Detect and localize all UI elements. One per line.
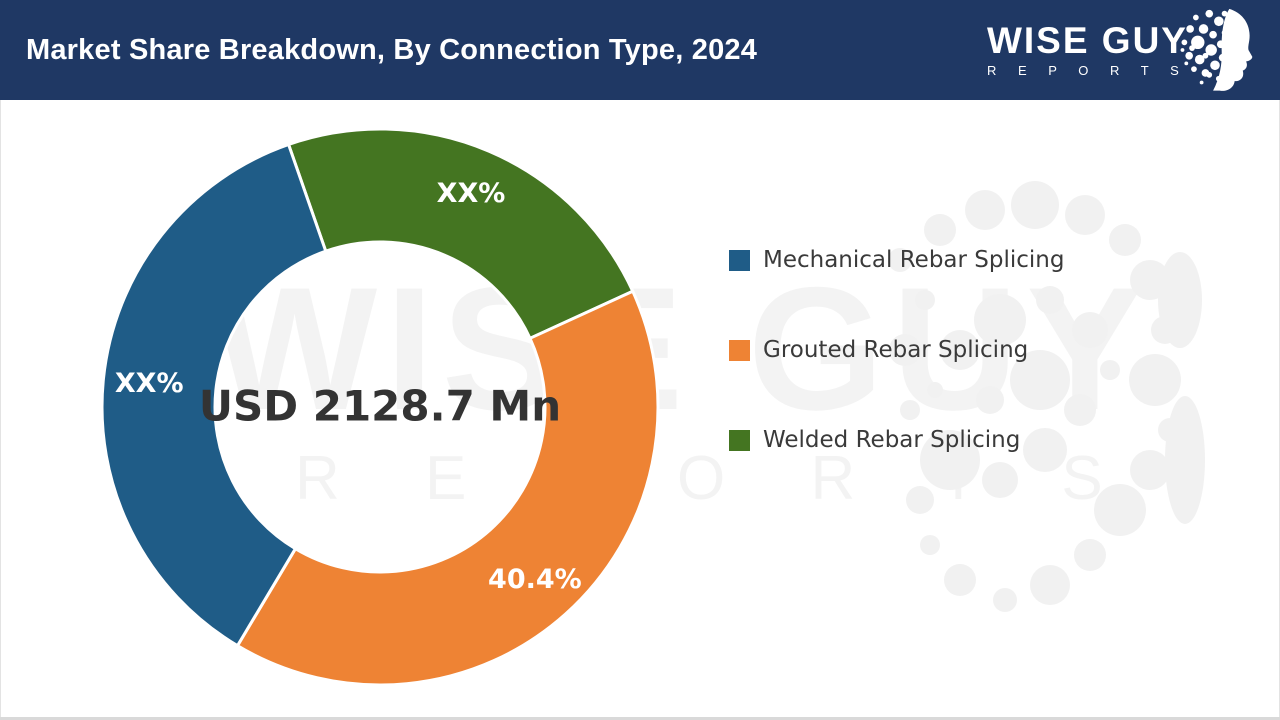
slice-data-label: XX% bbox=[437, 178, 506, 209]
header-bar: Market Share Breakdown, By Connection Ty… bbox=[0, 0, 1280, 100]
logo-face-icon bbox=[1180, 8, 1253, 91]
logo-wordmark: WISE GUY bbox=[986, 20, 1188, 61]
slice-mechanical-rebar-splicing bbox=[100, 142, 328, 648]
legend-label: Grouted Rebar Splicing bbox=[763, 337, 1029, 363]
legend-swatch-orange bbox=[729, 339, 750, 361]
slice-grouted-rebar-splicing bbox=[235, 289, 660, 687]
legend-item-mechanical: Mechanical Rebar Splicing bbox=[729, 247, 1064, 273]
legend-label: Mechanical Rebar Splicing bbox=[763, 247, 1065, 273]
logo-subtitle: R E P O R T S bbox=[986, 63, 1188, 78]
legend-item-grouted: Grouted Rebar Splicing bbox=[729, 337, 1064, 363]
page-title: Market Share Breakdown, By Connection Ty… bbox=[26, 33, 758, 66]
legend-swatch-green bbox=[729, 429, 750, 451]
wise-guy-logo: WISE GUY R E P O R T S bbox=[987, 6, 1254, 94]
bottom-border bbox=[0, 717, 1280, 720]
logo-text: WISE GUY R E P O R T S bbox=[987, 22, 1188, 78]
legend-item-welded: Welded Rebar Splicing bbox=[729, 427, 1064, 453]
slice-data-label: XX% bbox=[115, 368, 184, 399]
slice-welded-rebar-splicing bbox=[287, 127, 635, 340]
legend-swatch-blue bbox=[729, 249, 750, 271]
watermark-face-icon bbox=[888, 181, 1205, 612]
chart-legend: Mechanical Rebar Splicing Grouted Rebar … bbox=[729, 247, 1064, 517]
legend-label: Welded Rebar Splicing bbox=[763, 427, 1021, 453]
slice-data-label: 40.4% bbox=[488, 564, 582, 595]
donut-center-total: USD 2128.7 Mn bbox=[198, 381, 562, 431]
